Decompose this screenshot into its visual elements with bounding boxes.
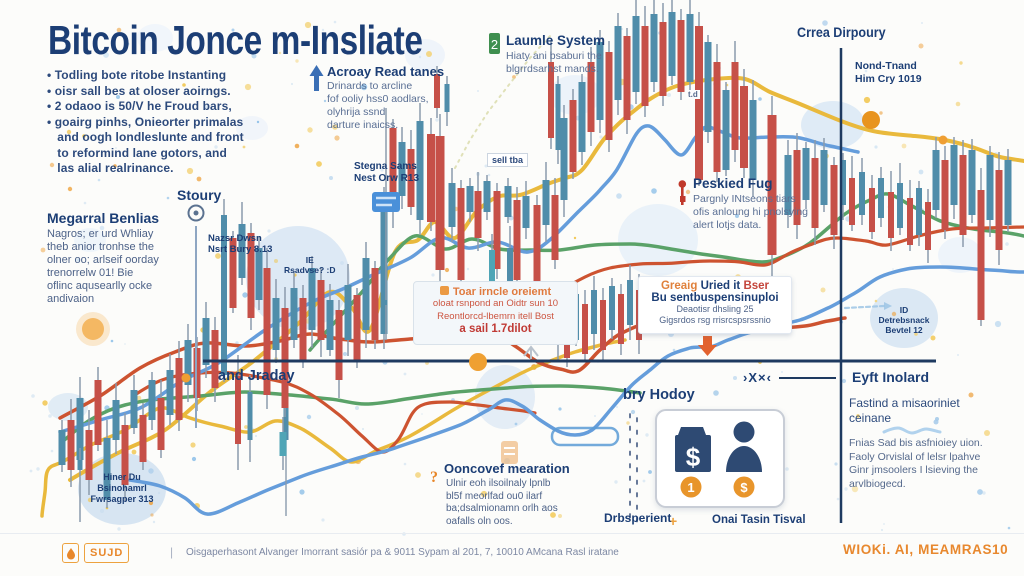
svg-text:?: ? bbox=[430, 469, 438, 486]
svg-text:$: $ bbox=[686, 442, 701, 472]
svg-text:1: 1 bbox=[687, 480, 694, 495]
svg-text:+: + bbox=[669, 513, 677, 529]
svg-text:$: $ bbox=[740, 480, 748, 495]
svg-text:2: 2 bbox=[491, 37, 498, 52]
